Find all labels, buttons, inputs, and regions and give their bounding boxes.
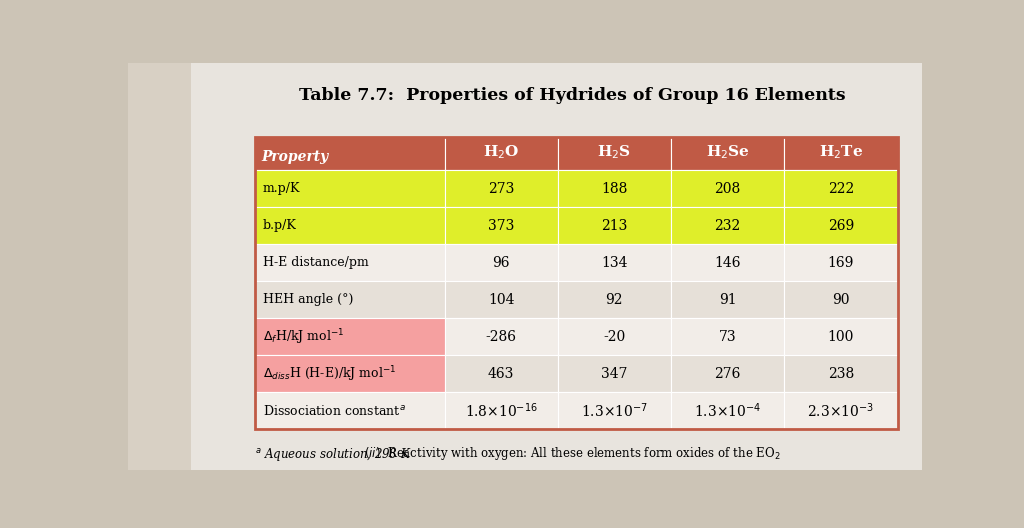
Bar — [444, 355, 558, 392]
FancyBboxPatch shape — [128, 63, 922, 470]
Bar — [444, 207, 558, 244]
Bar — [558, 392, 671, 429]
Text: H$_2$Se: H$_2$Se — [706, 143, 750, 161]
Text: 96: 96 — [493, 256, 510, 270]
Bar — [784, 281, 898, 318]
Text: 134: 134 — [601, 256, 628, 270]
Bar — [255, 244, 444, 281]
Text: H$_2$Te: H$_2$Te — [819, 143, 863, 161]
Bar — [255, 170, 444, 207]
Bar — [255, 318, 444, 355]
Bar — [784, 392, 898, 429]
Bar — [671, 244, 784, 281]
Text: 232: 232 — [715, 219, 740, 233]
Bar — [255, 137, 444, 170]
Bar — [444, 244, 558, 281]
Text: 269: 269 — [827, 219, 854, 233]
Text: 91: 91 — [719, 293, 736, 307]
Text: 104: 104 — [487, 293, 514, 307]
Bar — [444, 318, 558, 355]
Text: 276: 276 — [715, 367, 740, 381]
Text: H-E distance/pm: H-E distance/pm — [263, 256, 369, 269]
Text: 92: 92 — [605, 293, 623, 307]
Bar — [784, 244, 898, 281]
Bar — [558, 355, 671, 392]
Text: b.p/K: b.p/K — [263, 219, 297, 232]
Bar — [255, 281, 444, 318]
Bar — [444, 392, 558, 429]
Bar — [444, 281, 558, 318]
Text: 238: 238 — [827, 367, 854, 381]
Bar — [671, 137, 784, 170]
Bar — [784, 170, 898, 207]
Bar — [558, 244, 671, 281]
Text: $\Delta_f$H/kJ mol$^{-1}$: $\Delta_f$H/kJ mol$^{-1}$ — [263, 327, 344, 346]
Text: 208: 208 — [715, 182, 740, 196]
Bar — [671, 318, 784, 355]
Text: Dissociation constant$^a$: Dissociation constant$^a$ — [263, 404, 406, 418]
Bar — [255, 137, 898, 429]
Text: Property: Property — [261, 150, 329, 164]
Text: 146: 146 — [714, 256, 740, 270]
Text: 90: 90 — [833, 293, 850, 307]
Bar — [671, 170, 784, 207]
Text: 222: 222 — [827, 182, 854, 196]
Text: -20: -20 — [603, 330, 626, 344]
Text: 373: 373 — [488, 219, 514, 233]
Bar — [444, 137, 558, 170]
Bar — [255, 207, 444, 244]
Bar — [671, 207, 784, 244]
Bar — [671, 281, 784, 318]
Text: 1.3×10$^{-4}$: 1.3×10$^{-4}$ — [694, 401, 761, 420]
Bar — [784, 207, 898, 244]
Text: 1.8×10$^{-16}$: 1.8×10$^{-16}$ — [465, 401, 538, 420]
Bar — [558, 137, 671, 170]
Bar — [255, 392, 444, 429]
Text: 347: 347 — [601, 367, 628, 381]
Text: 1.3×10$^{-7}$: 1.3×10$^{-7}$ — [581, 401, 648, 420]
Bar — [558, 170, 671, 207]
Text: Table 7.7:  Properties of Hydrides of Group 16 Elements: Table 7.7: Properties of Hydrides of Gro… — [299, 88, 846, 105]
Text: 188: 188 — [601, 182, 628, 196]
Bar — [671, 392, 784, 429]
Text: -286: -286 — [485, 330, 517, 344]
Text: $\Delta_{diss}$H (H-E)/kJ mol$^{-1}$: $\Delta_{diss}$H (H-E)/kJ mol$^{-1}$ — [263, 364, 396, 383]
Text: 213: 213 — [601, 219, 628, 233]
Bar — [784, 355, 898, 392]
Text: m.p/K: m.p/K — [263, 182, 300, 195]
Text: H$_2$S: H$_2$S — [597, 143, 631, 161]
Bar — [444, 170, 558, 207]
FancyBboxPatch shape — [191, 63, 922, 470]
Text: 463: 463 — [488, 367, 514, 381]
Bar — [558, 207, 671, 244]
Text: $(ii)$  Reactivity with oxygen: All these elements form oxides of the EO$_2$: $(ii)$ Reactivity with oxygen: All these… — [365, 445, 780, 462]
Bar — [255, 355, 444, 392]
Text: $^a$ Aqueous solution, 298 K: $^a$ Aqueous solution, 298 K — [255, 446, 412, 463]
Text: HEH angle (°): HEH angle (°) — [263, 293, 353, 306]
Text: H$_2$O: H$_2$O — [483, 143, 519, 161]
Bar — [784, 137, 898, 170]
Bar — [671, 355, 784, 392]
Text: 73: 73 — [719, 330, 736, 344]
Text: 100: 100 — [827, 330, 854, 344]
Text: 169: 169 — [827, 256, 854, 270]
Text: 2.3×10$^{-3}$: 2.3×10$^{-3}$ — [807, 401, 874, 420]
Bar — [784, 318, 898, 355]
Text: 273: 273 — [488, 182, 514, 196]
Bar — [558, 281, 671, 318]
Bar — [558, 318, 671, 355]
